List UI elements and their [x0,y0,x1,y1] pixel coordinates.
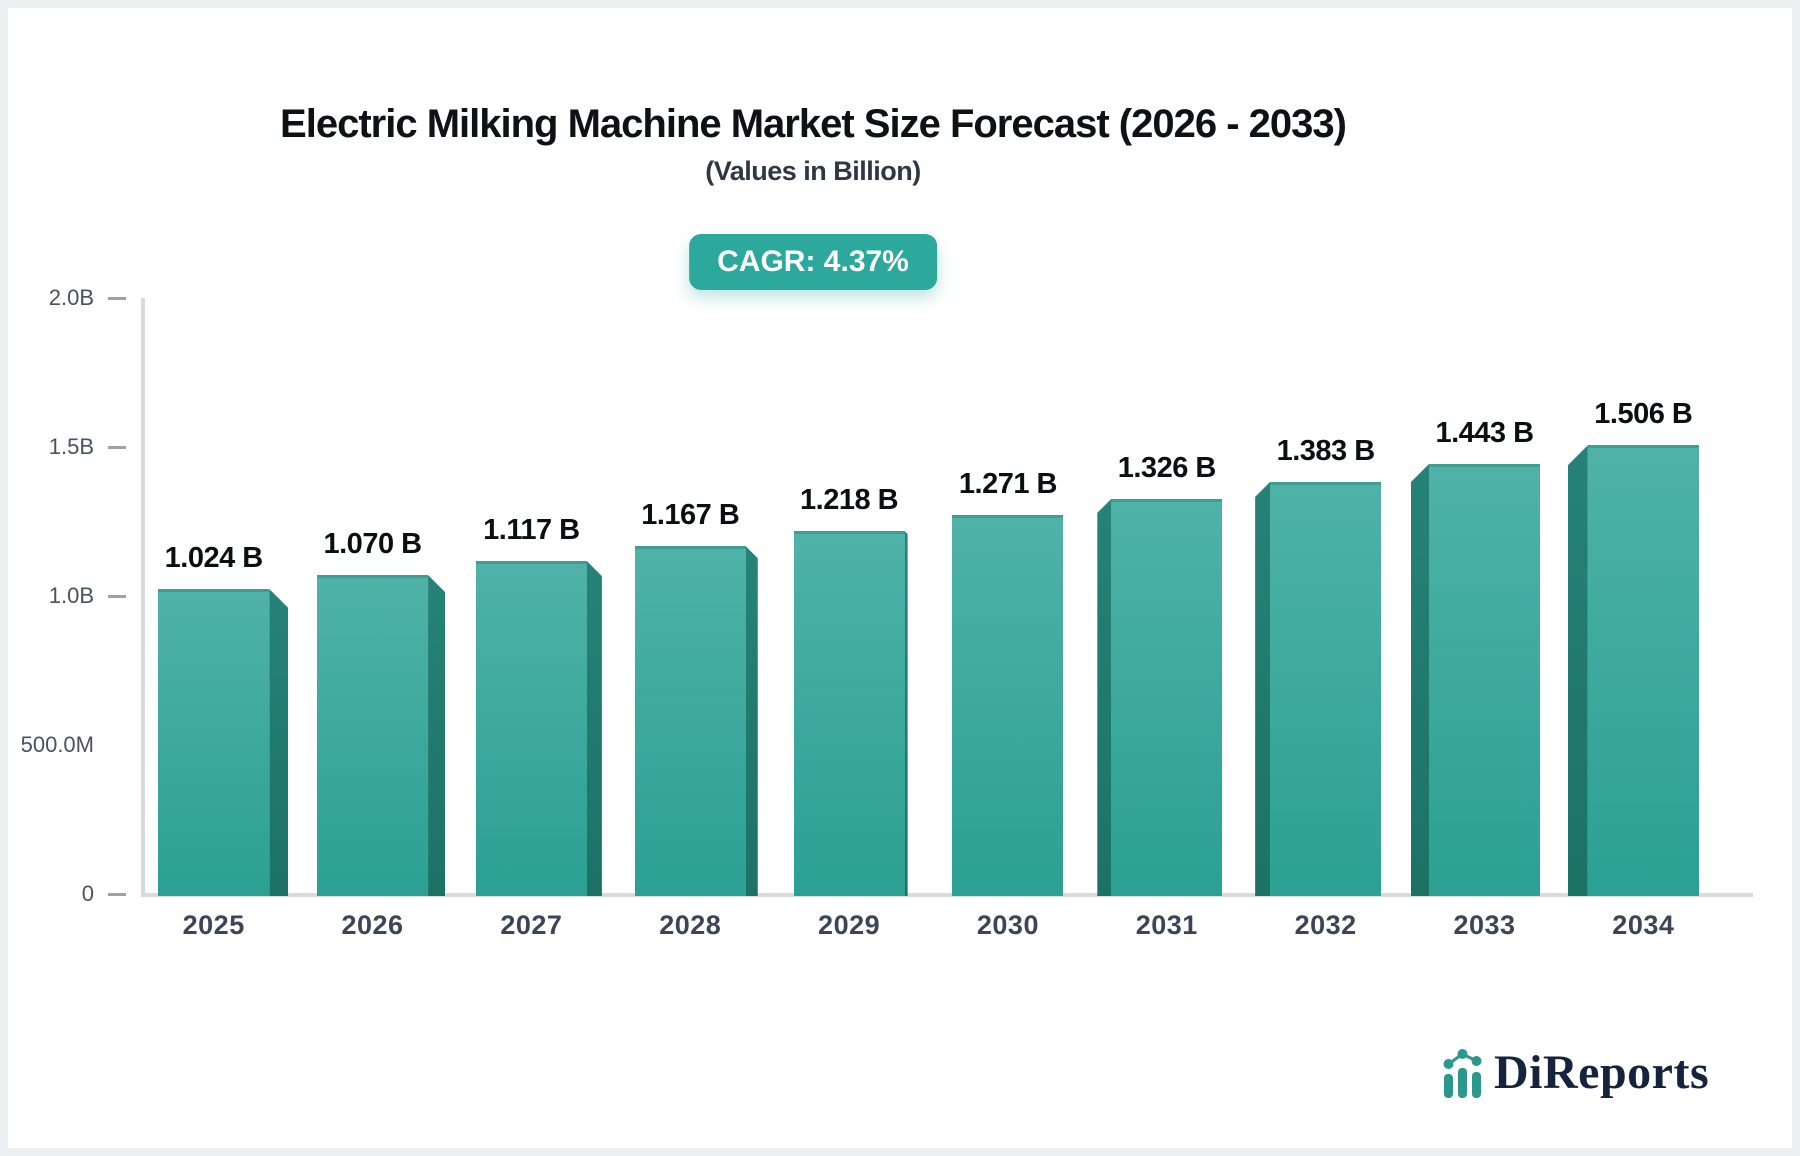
bar-side-2029 [904,531,908,896]
bar-2029 [793,531,905,896]
bar-2030 [952,515,1064,896]
bar-value-label-2031: 1.326 B [1117,451,1217,484]
x-axis-label-2030: 2030 [976,910,1039,940]
bar-2028 [634,546,746,896]
bar-2031 [1111,498,1223,896]
bar-chart-logo-icon [1443,1049,1482,1098]
bar-side-2032 [1255,481,1271,896]
bar-2034 [1587,445,1699,896]
y-tick-label-2.0B: 2.0B [48,285,94,310]
bar-side-2031 [1097,498,1112,896]
bar-value-label-2033: 1.443 B [1435,416,1534,449]
bar-value-label-2030: 1.271 B [958,468,1058,501]
y-tick-dash [108,297,126,300]
chart-title: Electric Milking Machine Market Size For… [280,102,1347,146]
bar-value-label-2028: 1.167 B [641,499,740,532]
bar-2033 [1429,463,1540,896]
bar-side-2034 [1567,445,1588,896]
x-axis-line [141,893,1753,897]
x-axis-label-2029: 2029 [818,910,881,940]
y-tick-dash [108,595,126,598]
y-tick-label-0: 0 [81,881,94,906]
x-axis-label-2031: 2031 [1135,910,1198,940]
bar-2032 [1270,481,1382,896]
y-tick-label-1.0B: 1.0B [48,583,94,608]
logo: DiReports [1440,1040,1709,1104]
bar-value-label-2034: 1.506 B [1594,398,1693,431]
x-axis-label-2027: 2027 [500,910,563,940]
cagr-badge: CAGR: 4.37% [689,234,937,290]
bar-side-2033 [1411,463,1429,896]
y-tick-dash [108,893,126,896]
bar-side-2025 [269,588,289,896]
bar-side-2028 [745,546,758,896]
y-tick-label-500.0M: 500.0M [20,732,94,757]
bar-value-label-2025: 1.024 B [164,541,264,574]
x-axis-label-2025: 2025 [182,910,245,940]
bar-2025 [158,588,270,896]
x-axis-label-2028: 2028 [659,910,722,940]
x-axis-label-2032: 2032 [1294,910,1357,940]
chart-subtitle: (Values in Billion) [705,156,921,186]
x-axis-label-2026: 2026 [341,910,404,940]
bar-side-2026 [428,575,446,896]
bar-2027 [475,561,587,896]
x-axis-label-2034: 2034 [1612,910,1675,940]
bar-value-label-2029: 1.218 B [800,484,899,517]
bar-value-label-2027: 1.117 B [483,514,580,547]
bar-2026 [317,575,429,896]
y-tick-label-1.5B: 1.5B [48,434,94,459]
bar-value-label-2032: 1.383 B [1276,434,1376,467]
x-axis-label-2033: 2033 [1453,910,1516,940]
bar-side-2027 [586,561,602,896]
logo-text: DiReports [1494,1045,1710,1099]
y-axis-line [141,298,145,897]
chart-card: Electric Milking Machine Market Size For… [8,8,1792,1148]
y-tick-dash [108,446,126,449]
bar-value-label-2026: 1.070 B [323,528,423,561]
